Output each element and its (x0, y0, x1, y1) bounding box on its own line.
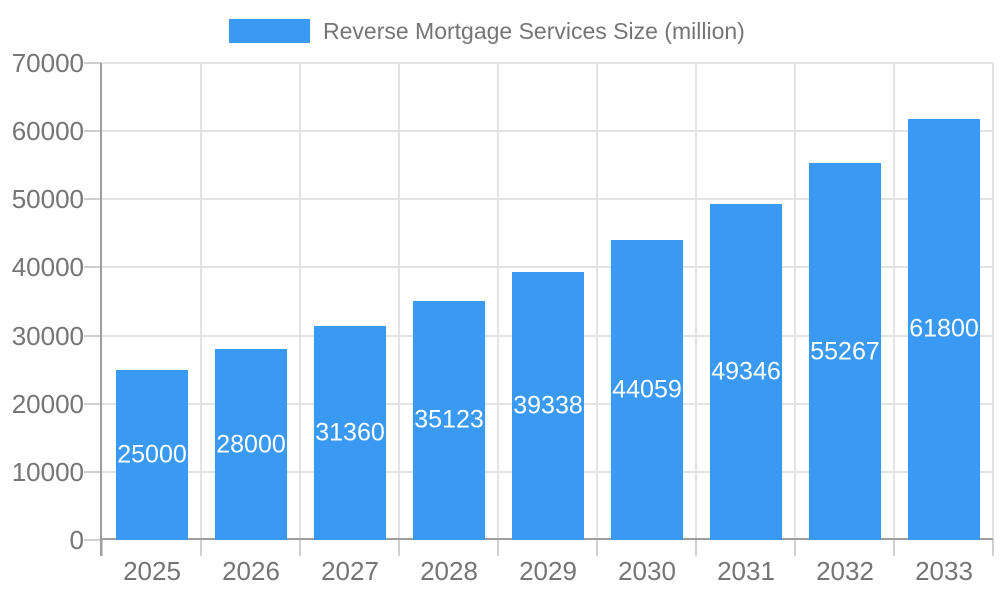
bar-2028[interactable] (413, 301, 485, 540)
x-tick-label: 2028 (420, 556, 478, 586)
bar-value-label: 44059 (612, 375, 682, 404)
x-tick-mark (398, 540, 400, 556)
x-tick-mark (200, 540, 202, 556)
gridline-vertical (299, 63, 301, 540)
x-tick-label: 2027 (321, 556, 379, 586)
gridline-vertical (398, 63, 400, 540)
x-tick-mark (992, 540, 994, 556)
bar-2030[interactable] (611, 240, 683, 540)
bar-value-label: 35123 (414, 405, 484, 434)
gridline-horizontal (102, 130, 993, 132)
y-tick-mark (84, 403, 102, 405)
gridline-horizontal (102, 266, 993, 268)
gridline-vertical (695, 63, 697, 540)
bar-value-label: 25000 (117, 440, 187, 469)
x-tick-label: 2025 (123, 556, 181, 586)
gridline-vertical (992, 63, 994, 540)
y-tick-label: 50000 (11, 184, 84, 214)
bar-value-label: 39338 (513, 391, 583, 420)
y-tick-label: 30000 (11, 321, 84, 351)
y-tick-label: 70000 (11, 48, 84, 78)
gridline-vertical (497, 63, 499, 540)
x-tick-mark (299, 540, 301, 556)
gridline-horizontal (102, 62, 993, 64)
y-tick-mark (84, 62, 102, 64)
bar-value-label: 61800 (909, 314, 979, 343)
bar-2031[interactable] (710, 204, 782, 540)
gridline-vertical (596, 63, 598, 540)
y-tick-mark (84, 130, 102, 132)
x-tick-mark (596, 540, 598, 556)
x-tick-label: 2029 (519, 556, 577, 586)
legend-swatch-icon (229, 19, 310, 43)
bar-value-label: 28000 (216, 430, 286, 459)
y-tick-mark (84, 539, 102, 541)
legend-item[interactable]: Reverse Mortgage Services Size (million) (229, 19, 745, 43)
bar-2027[interactable] (314, 326, 386, 540)
y-tick-label: 60000 (11, 116, 84, 146)
gridline-vertical (794, 63, 796, 540)
x-tick-label: 2030 (618, 556, 676, 586)
bar-value-label: 55267 (810, 337, 880, 366)
gridline-vertical (893, 63, 895, 540)
y-tick-label: 20000 (11, 389, 84, 419)
x-tick-label: 2032 (816, 556, 874, 586)
y-tick-mark (84, 335, 102, 337)
bar-2032[interactable] (809, 163, 881, 540)
bar-2026[interactable] (215, 349, 287, 540)
y-tick-mark (84, 471, 102, 473)
bar-2029[interactable] (512, 272, 584, 540)
y-tick-mark (84, 198, 102, 200)
bar-2033[interactable] (908, 119, 980, 540)
bar-value-label: 49346 (711, 357, 781, 386)
bar-value-label: 31360 (315, 418, 385, 447)
x-tick-mark (794, 540, 796, 556)
x-tick-mark (695, 540, 697, 556)
x-tick-label: 2033 (915, 556, 973, 586)
y-axis-line (100, 63, 102, 556)
y-tick-label: 10000 (11, 457, 84, 487)
x-tick-mark (893, 540, 895, 556)
x-tick-label: 2026 (222, 556, 280, 586)
x-tick-mark (497, 540, 499, 556)
legend-label: Reverse Mortgage Services Size (million) (323, 18, 745, 44)
bar-2025[interactable] (116, 370, 188, 540)
y-tick-label: 0 (69, 525, 84, 555)
x-tick-label: 2031 (717, 556, 775, 586)
x-tick-mark (101, 540, 103, 556)
y-tick-label: 40000 (11, 252, 84, 282)
y-tick-mark (84, 266, 102, 268)
gridline-vertical (200, 63, 202, 540)
gridline-horizontal (102, 198, 993, 200)
